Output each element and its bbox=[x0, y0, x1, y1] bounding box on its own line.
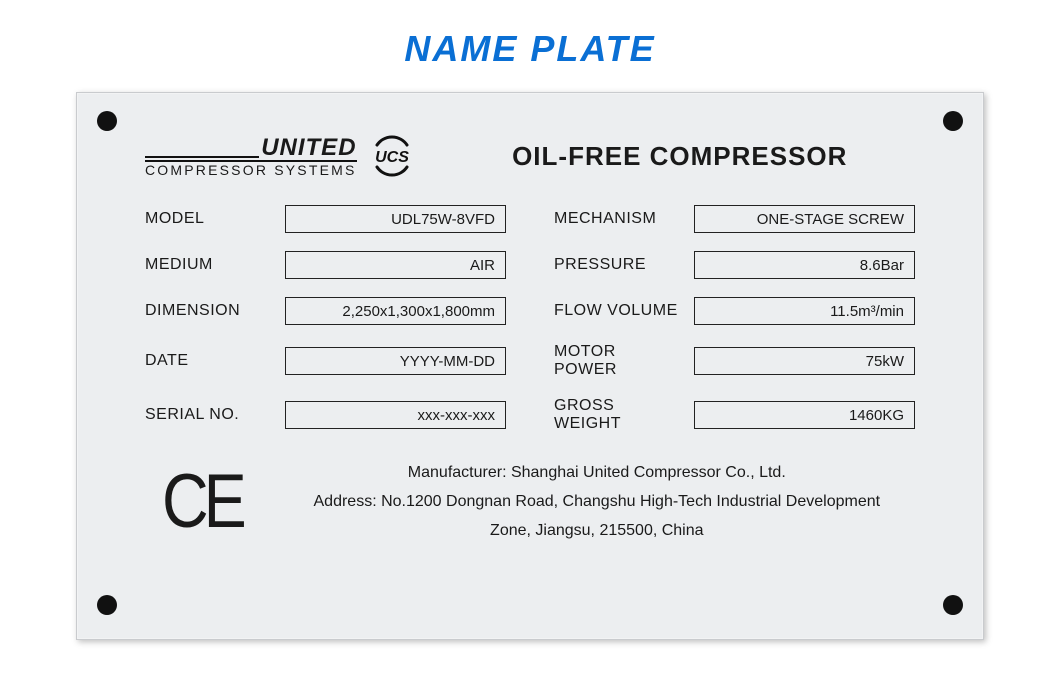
plate-footer: CE Manufacturer: Shanghai United Compres… bbox=[121, 459, 939, 545]
screw-top-right bbox=[943, 111, 963, 131]
spec-label: PRESSURE bbox=[554, 256, 680, 274]
spec-row-model: MODEL UDL75W-8VFD bbox=[145, 205, 506, 233]
brand-subtitle: COMPRESSOR SYSTEMS bbox=[145, 160, 357, 177]
spec-value: 8.6Bar bbox=[694, 251, 915, 279]
spec-value: 11.5m³/min bbox=[694, 297, 915, 325]
brand-name: UNITED bbox=[261, 136, 356, 160]
spec-value: AIR bbox=[285, 251, 506, 279]
spec-row-medium: MEDIUM AIR bbox=[145, 251, 506, 279]
spec-row-mechanism: MECHANISM ONE-STAGE SCREW bbox=[554, 205, 915, 233]
address-line-1: Address: No.1200 Dongnan Road, Changshu … bbox=[289, 488, 905, 517]
ce-mark-icon: CE bbox=[162, 464, 242, 540]
brand-text: UNITED COMPRESSOR SYSTEMS bbox=[145, 136, 357, 177]
footer-text: Manufacturer: Shanghai United Compressor… bbox=[289, 459, 905, 545]
svg-text:UCS: UCS bbox=[375, 149, 409, 166]
spec-label: MODEL bbox=[145, 210, 271, 228]
spec-value: YYYY-MM-DD bbox=[285, 347, 506, 375]
page-title: NAME PLATE bbox=[404, 28, 655, 70]
spec-row-date: DATE YYYY-MM-DD bbox=[145, 343, 506, 379]
spec-row-flow-volume: FLOW VOLUME 11.5m³/min bbox=[554, 297, 915, 325]
spec-label: DIMENSION bbox=[145, 302, 271, 320]
spec-label: DATE bbox=[145, 352, 271, 370]
spec-value: 2,250x1,300x1,800mm bbox=[285, 297, 506, 325]
spec-label: MECHANISM bbox=[554, 210, 680, 228]
spec-label: FLOW VOLUME bbox=[554, 302, 680, 320]
screw-bottom-right bbox=[943, 595, 963, 615]
screw-bottom-left bbox=[97, 595, 117, 615]
product-title: OIL-FREE COMPRESSOR bbox=[445, 141, 915, 172]
spec-label: GROSS WEIGHT bbox=[554, 397, 680, 433]
spec-value: 1460KG bbox=[694, 401, 915, 429]
brand-logo-icon: UCS bbox=[369, 133, 415, 179]
spec-row-gross-weight: GROSS WEIGHT 1460KG bbox=[554, 397, 915, 433]
spec-label: MEDIUM bbox=[145, 256, 271, 274]
manufacturer-line: Manufacturer: Shanghai United Compressor… bbox=[289, 459, 905, 488]
spec-row-motor-power: MOTOR POWER 75kW bbox=[554, 343, 915, 379]
spec-value: UDL75W-8VFD bbox=[285, 205, 506, 233]
spec-value: xxx-xxx-xxx bbox=[285, 401, 506, 429]
name-plate: UNITED COMPRESSOR SYSTEMS UCS OIL-FREE C… bbox=[76, 92, 984, 640]
spec-row-dimension: DIMENSION 2,250x1,300x1,800mm bbox=[145, 297, 506, 325]
spec-label: SERIAL NO. bbox=[145, 406, 271, 424]
spec-value: ONE-STAGE SCREW bbox=[694, 205, 915, 233]
plate-header: UNITED COMPRESSOR SYSTEMS UCS OIL-FREE C… bbox=[145, 133, 915, 179]
spec-row-serial: SERIAL NO. xxx-xxx-xxx bbox=[145, 397, 506, 433]
spec-grid: MODEL UDL75W-8VFD MECHANISM ONE-STAGE SC… bbox=[121, 205, 939, 433]
screw-top-left bbox=[97, 111, 117, 131]
spec-value: 75kW bbox=[694, 347, 915, 375]
address-line-2: Zone, Jiangsu, 215500, China bbox=[289, 517, 905, 546]
brand-block: UNITED COMPRESSOR SYSTEMS UCS bbox=[145, 133, 415, 179]
spec-label: MOTOR POWER bbox=[554, 343, 680, 379]
spec-row-pressure: PRESSURE 8.6Bar bbox=[554, 251, 915, 279]
